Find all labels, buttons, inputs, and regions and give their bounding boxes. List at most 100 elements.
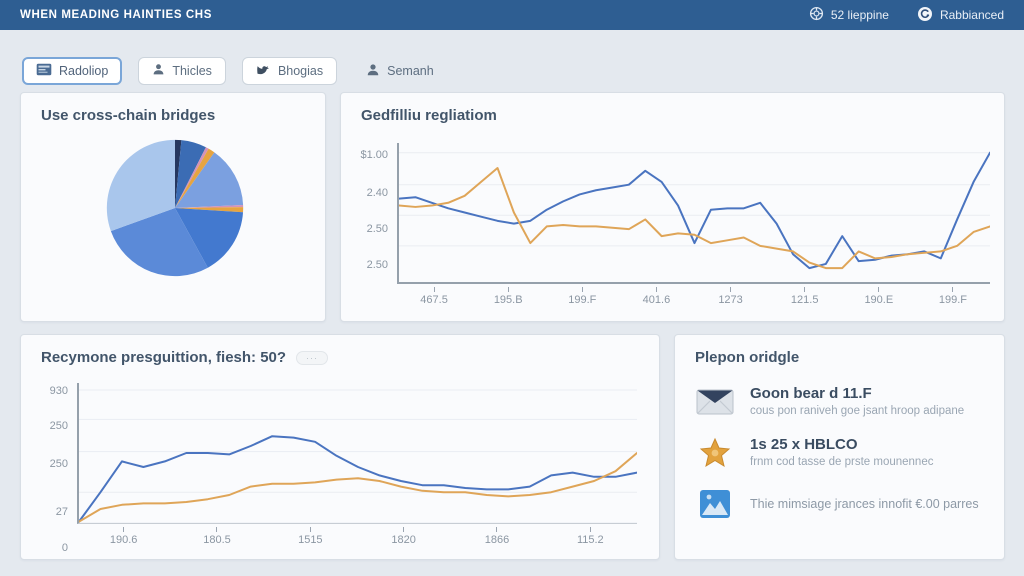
- x-tick: 190.6: [77, 527, 170, 548]
- y-axis: $1.00 2.40 2.50 2.50: [351, 143, 397, 308]
- x-tick: 1273: [694, 287, 768, 308]
- x-tick-label: 1273: [718, 294, 743, 306]
- y-tick-label: $1.00: [360, 148, 388, 161]
- top-bar-right: 52 lieppine Rabbianced: [809, 6, 1004, 25]
- list-item-text: Thie mimsiage jrances innofit €.00 parre…: [750, 497, 979, 511]
- list-item-body: Goon bear d 11.F cous pon raniveh goe js…: [750, 385, 964, 417]
- pie-slice-steel-blue: [175, 140, 206, 208]
- y-tick-label: 2.40: [366, 186, 388, 199]
- pie-slice-orange-sliver-2: [175, 207, 244, 213]
- y-axis: 930 250 250 27 0: [31, 383, 77, 554]
- toolbar-button-label: Bhogias: [277, 64, 324, 78]
- card-cross-chain-bridges: Use cross-chain bridges: [20, 92, 326, 322]
- toolbar-button-radoliop[interactable]: Radoliop: [22, 57, 123, 85]
- x-tick-label: 195.B: [493, 294, 523, 306]
- x-tick-label: 115.2: [576, 534, 604, 546]
- header-nav-account[interactable]: Rabbianced: [917, 6, 1004, 25]
- y-tick-label: 2.50: [366, 259, 388, 272]
- toolbar-button-label: Thicles: [172, 64, 212, 78]
- list-item-title: Goon bear d 11.F: [750, 385, 872, 402]
- pie-slice-light-blue: [106, 139, 175, 232]
- pie-chart: [106, 139, 244, 277]
- series-line-blue: [79, 436, 637, 521]
- top-bar: WHEN MEADING HAINTIES CHS 52 lieppine Ra…: [0, 0, 1024, 30]
- x-tick: 1866: [450, 527, 543, 548]
- toolbar-button-label: Semanh: [387, 64, 434, 78]
- card-title: Recymone presguittion, fiesh: 50? ···: [41, 349, 639, 366]
- toolbar-button-label: Radoliop: [59, 64, 109, 78]
- card-plepon-panel: Plepon oridgle Goon bear d 11.F cous pon…: [674, 334, 1005, 560]
- dashboard-icon: [36, 63, 52, 79]
- person-icon: [152, 63, 165, 79]
- x-axis: 190.6 180.5 1515 1820 1866 115.2: [77, 524, 637, 548]
- list-item-title: 1s 25 x HBLCO: [750, 436, 858, 453]
- card-title-text: Recymone presguittion, fiesh: 50?: [41, 349, 287, 366]
- x-tick-label: 190.E: [864, 294, 894, 306]
- y-tick-label: 0: [61, 542, 68, 554]
- x-tick-label: 1866: [484, 534, 510, 546]
- x-tick-label: 199.F: [938, 294, 967, 306]
- x-tick: 195.B: [471, 287, 545, 308]
- x-tick: 199.F: [916, 287, 990, 308]
- pie-slice-pink-sliver-2: [175, 205, 244, 208]
- toolbar-button-thicles[interactable]: Thicles: [138, 57, 226, 85]
- list-item-subtitle: frnm cod tasse de prste mounennec: [750, 456, 934, 468]
- x-tick-label: 401.6: [642, 294, 671, 306]
- list-item-reward[interactable]: 1s 25 x HBLCO frnm cod tasse de prste mo…: [695, 436, 990, 470]
- x-tick-label: 199.F: [568, 294, 597, 306]
- card-regulation-chart: Gedfilliu regliatiom $1.00 2.40 2.50 2.50 46…: [340, 92, 1005, 322]
- x-tick: 190.E: [842, 287, 916, 308]
- pie-slice-pink-sliver: [175, 147, 209, 208]
- x-tick: 180.5: [170, 527, 263, 548]
- y-tick-label: 250: [49, 457, 68, 470]
- header-nav-label: Rabbianced: [939, 8, 1004, 22]
- header-nav-reports[interactable]: 52 lieppine: [809, 6, 889, 24]
- pie-slice-orange-sliver-1: [175, 148, 215, 208]
- list-item-subtitle: cous pon raniveh goe jsant hroop adipane: [750, 405, 965, 417]
- toolbar-button-bhogias[interactable]: Bhogias: [241, 57, 338, 85]
- forecast-line-chart: 930 250 250 27 0 190.6 180.5 1515 1820 1866 115.2: [31, 383, 637, 554]
- star-icon: [695, 436, 735, 470]
- toolbar-button-semanh[interactable]: Semanh: [353, 58, 447, 85]
- line-chart-svg: [79, 383, 637, 523]
- series-line-orange: [399, 168, 990, 268]
- card-title: Plepon oridgle: [695, 349, 800, 366]
- x-tick: 1515: [264, 527, 357, 548]
- panel-item-list: Goon bear d 11.F cous pon raniveh goe js…: [695, 385, 990, 521]
- plot-area: [77, 383, 637, 524]
- card-forecast-chart: Recymone presguittion, fiesh: 50? ··· 93…: [20, 334, 660, 560]
- plot-area: [397, 143, 990, 284]
- x-tick: 467.5: [397, 287, 471, 308]
- x-axis: 467.5 195.B 199.F 401.6 1273 121.5 190.E 199.F: [397, 284, 990, 308]
- image-icon: [695, 487, 735, 521]
- person-icon: [366, 63, 380, 80]
- x-tick: 115.2: [544, 527, 637, 548]
- y-tick-label: 2.50: [366, 222, 388, 235]
- app-title: WHEN MEADING HAINTIES CHS: [20, 9, 212, 21]
- pie-chart-container: [104, 137, 246, 279]
- card-title: Gedfilliu regliatiom: [361, 107, 497, 124]
- y-tick-label: 250: [49, 419, 68, 432]
- x-tick-label: 1515: [298, 534, 323, 546]
- bird-icon: [256, 63, 271, 79]
- line-chart-svg: [399, 143, 990, 282]
- x-tick-label: 1820: [391, 534, 416, 546]
- x-tick: 1820: [357, 527, 450, 548]
- forecast-badge: ···: [296, 350, 329, 365]
- badge-icon: [917, 6, 933, 25]
- x-tick: 121.5: [768, 287, 842, 308]
- x-tick-label: 180.5: [203, 534, 231, 546]
- pie-slice-periwinkle: [175, 152, 244, 208]
- list-item-mail[interactable]: Goon bear d 11.F cous pon raniveh goe js…: [695, 385, 990, 419]
- list-item-message[interactable]: Thie mimsiage jrances innofit €.00 parre…: [695, 487, 990, 521]
- lifering-icon: [809, 6, 824, 24]
- x-tick: 401.6: [619, 287, 693, 308]
- series-line-orange: [79, 453, 637, 522]
- series-line-blue: [399, 153, 990, 268]
- card-title: Use cross-chain bridges: [41, 107, 216, 124]
- x-tick-label: 190.6: [109, 534, 138, 546]
- x-tick: 199.F: [545, 287, 619, 308]
- regulation-line-chart: $1.00 2.40 2.50 2.50 467.5 195.B 199.F 401.6 127…: [351, 143, 990, 308]
- pie-slice-medium-blue: [175, 208, 244, 268]
